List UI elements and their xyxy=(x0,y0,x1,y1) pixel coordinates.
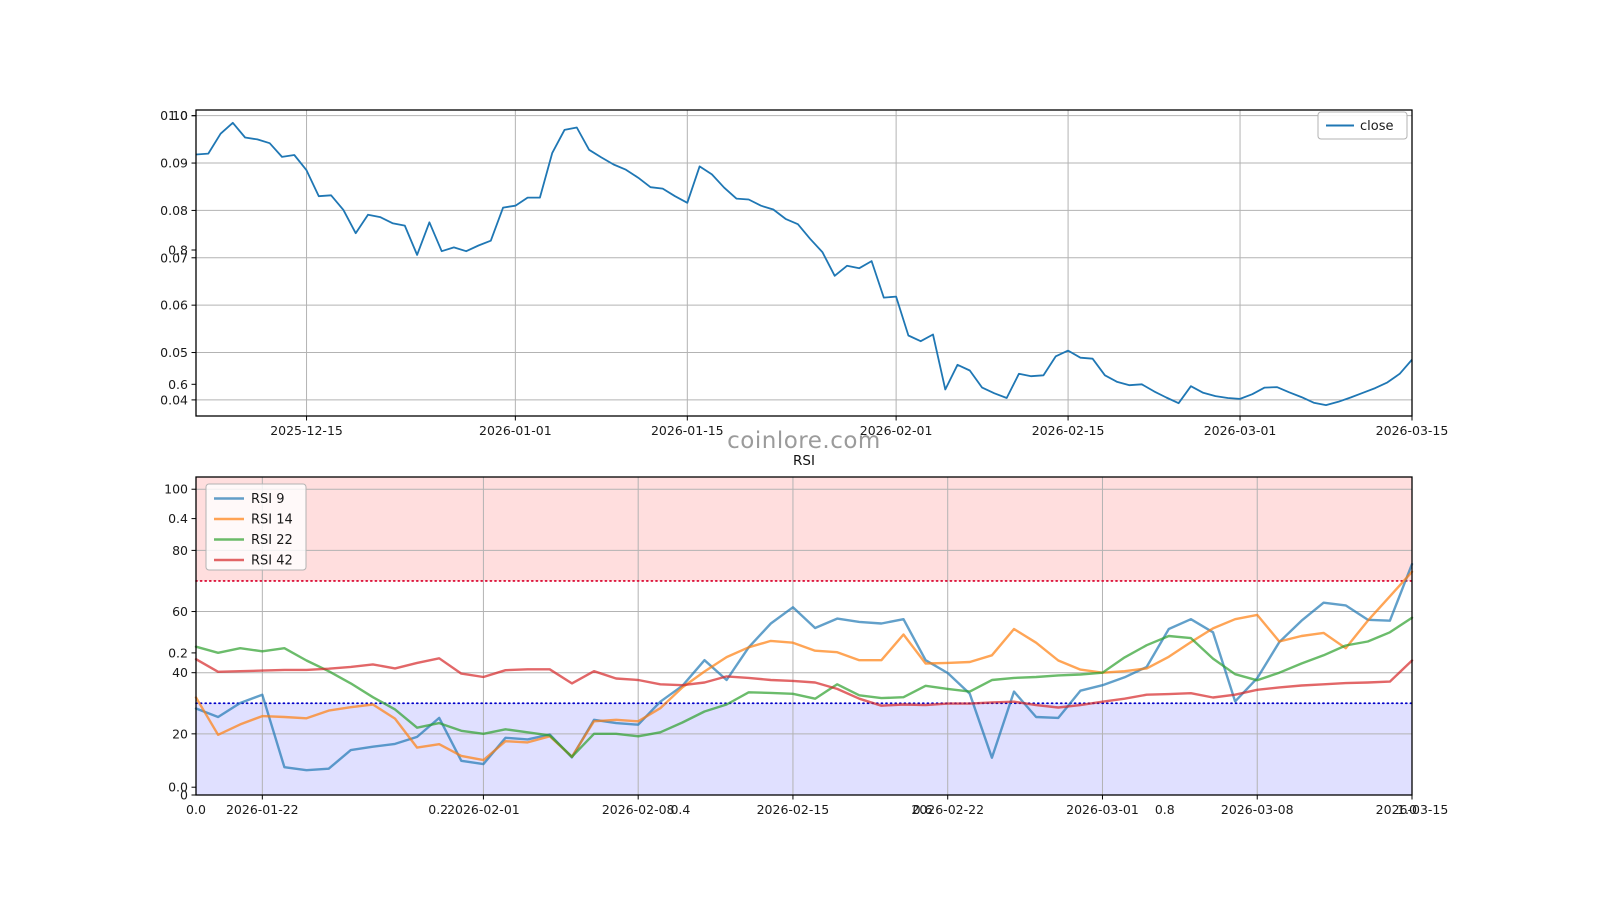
overlay-y-tick-label: 0.6 xyxy=(168,377,188,392)
price-y-tick-label: 0.06 xyxy=(160,298,188,313)
rsi-x-tick-label: 2026-03-01 xyxy=(1066,802,1139,817)
price-y-tick-label: 0.10 xyxy=(160,108,188,123)
rsi-y-tick-label: 100 xyxy=(164,482,188,497)
price-y-tick-label: 0.04 xyxy=(160,392,188,407)
price-x-tick-label: 2026-02-01 xyxy=(860,423,933,438)
price-x-tick-label: 2026-03-15 xyxy=(1376,423,1449,438)
rsi-panel: 100 80 60 40 20 0 2026-01-22 2026-02-01 2026-02-… xyxy=(164,476,1448,817)
overlay-x-tick-label: 1.0 xyxy=(1397,802,1417,817)
overbought-band xyxy=(196,477,1412,581)
legend-label-rsi-42: RSI 42 xyxy=(251,554,293,569)
legend-label-rsi-22: RSI 22 xyxy=(251,533,293,548)
rsi-line-rsi-42 xyxy=(194,657,1414,709)
rsi-x-tick-label: 2026-02-01 xyxy=(447,802,520,817)
price-legend-box xyxy=(1317,111,1408,140)
overlay-x-tick-label: 0.2 xyxy=(428,802,448,817)
rsi-y-tick-label: 80 xyxy=(172,543,188,558)
rsi-y-tick-label: 0 xyxy=(180,788,188,803)
rsi-legend-box xyxy=(205,483,307,571)
oversold-band xyxy=(196,703,1412,795)
rsi-x-tick-label: 2026-02-08 xyxy=(602,802,675,817)
price-panel-border xyxy=(195,109,1413,417)
overlay-y-tick-label: 0.2 xyxy=(168,645,188,660)
overlay-y-tick-label: 0.4 xyxy=(168,511,188,526)
rsi-y-tick-label: 40 xyxy=(172,665,188,680)
rsi-y-tick-label: 60 xyxy=(172,604,188,619)
rsi-x-tick-label: 2026-01-22 xyxy=(226,802,299,817)
overlay-y-tick-label: 0.0 xyxy=(168,780,188,795)
overlay-x-tick-label: 0.0 xyxy=(186,802,206,817)
overlay-x-tick-label: 0.8 xyxy=(1155,802,1175,817)
rsi-legend: RSI 9 RSI 14 RSI 22 RSI 42 xyxy=(205,483,307,571)
price-x-tick-label: 2026-01-01 xyxy=(479,423,552,438)
close-line xyxy=(195,121,1413,406)
rsi-y-tick-label: 20 xyxy=(172,726,188,741)
rsi-panel-title: RSI xyxy=(793,453,815,469)
rsi-panel-border xyxy=(195,476,1413,796)
price-x-tick-label: 2026-03-01 xyxy=(1204,423,1277,438)
price-y-tick-label: 0.07 xyxy=(160,250,188,265)
price-y-axis-labels: 0.10 0.09 0.08 0.07 0.06 0.05 0.04 xyxy=(160,108,196,407)
price-y-tick-label: 0.09 xyxy=(160,156,188,171)
legend-label-rsi-14: RSI 14 xyxy=(251,513,293,528)
rsi-line-rsi-22 xyxy=(194,616,1414,758)
overlay-y-tick-label: 0.8 xyxy=(168,243,188,258)
price-legend: close xyxy=(1317,111,1408,140)
price-x-axis-labels: 2025-12-15 2026-01-01 2026-01-15 2026-02-01… xyxy=(270,416,1448,438)
legend-label-rsi-9: RSI 9 xyxy=(251,492,285,507)
overlay-y-tick-label: 1.0 xyxy=(168,108,188,123)
price-x-tick-label: 2025-12-15 xyxy=(270,423,343,438)
rsi-x-tick-label: 2026-02-22 xyxy=(911,802,984,817)
price-x-tick-label: 2026-02-15 xyxy=(1032,423,1105,438)
legend-label-close: close xyxy=(1360,119,1393,134)
price-y-tick-label: 0.05 xyxy=(160,345,188,360)
overlay-x-tick-label: 0.4 xyxy=(670,802,690,817)
rsi-x-tick-label: 2026-03-15 xyxy=(1376,802,1449,817)
rsi-y-axis-labels: 100 80 60 40 20 0 xyxy=(164,482,196,803)
rsi-x-axis-labels: 2026-01-22 2026-02-01 2026-02-08 2026-02-15… xyxy=(226,795,1448,817)
rsi-x-tick-label: 2026-02-15 xyxy=(757,802,830,817)
price-grid xyxy=(196,110,1413,416)
price-x-tick-label: 2026-01-15 xyxy=(651,423,724,438)
rsi-line-rsi-14 xyxy=(194,570,1414,762)
overlay-x-tick-label: 0.6 xyxy=(913,802,933,817)
price-y-tick-label: 0.08 xyxy=(160,203,188,218)
watermark: coinlore.com xyxy=(727,428,881,454)
overlay-axis-labels: 1.0 0.8 0.6 0.4 0.2 0.0 0.0 0.2 0.4 0.6 0.8 1.0 xyxy=(168,108,1417,817)
rsi-x-tick-label: 2026-03-08 xyxy=(1221,802,1294,817)
